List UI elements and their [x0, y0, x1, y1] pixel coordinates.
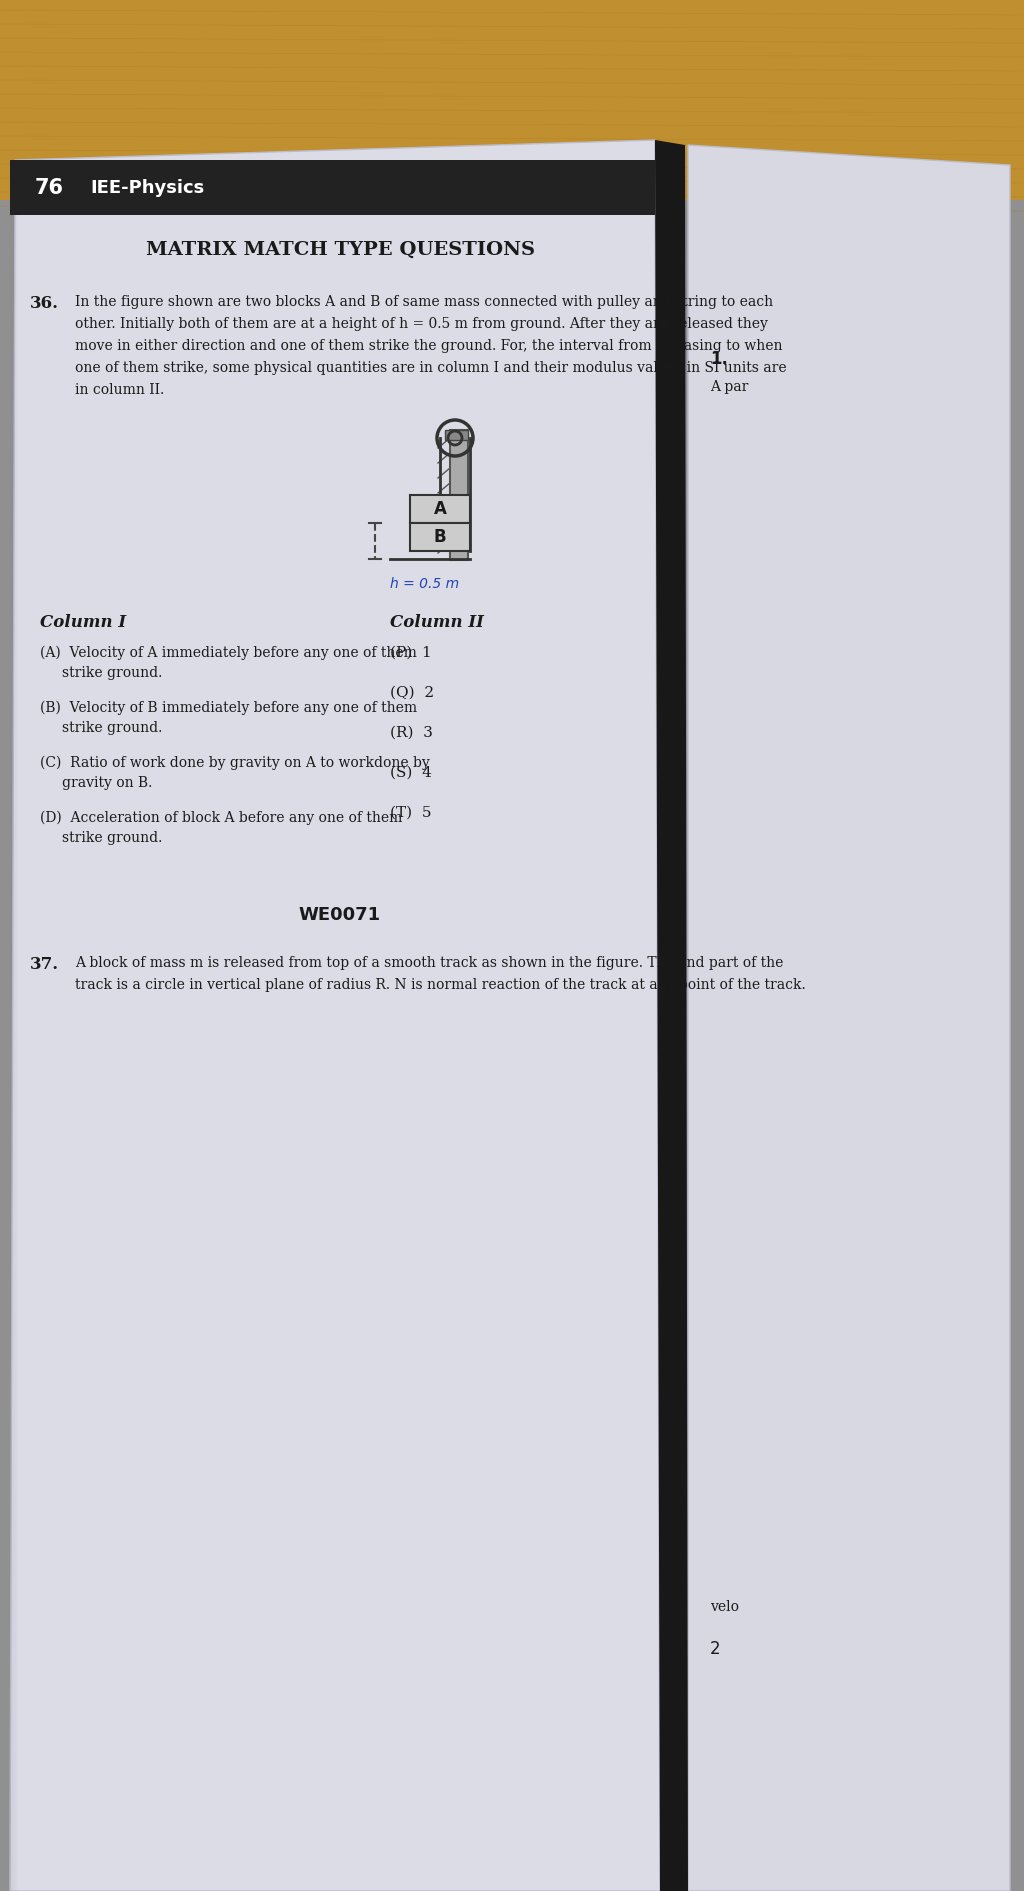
- Text: 37.: 37.: [30, 957, 59, 974]
- Text: 76: 76: [35, 178, 63, 199]
- Text: A: A: [433, 499, 446, 518]
- Text: h = 0.5 m: h = 0.5 m: [390, 577, 459, 592]
- Text: (P)  1: (P) 1: [390, 647, 432, 660]
- Text: (T)  5: (T) 5: [390, 806, 431, 821]
- Polygon shape: [0, 0, 1024, 499]
- Text: A par: A par: [710, 380, 749, 393]
- Text: (Q)  2: (Q) 2: [390, 686, 434, 700]
- Text: Column I: Column I: [40, 615, 126, 632]
- Text: In the figure shown are two blocks A and B of same mass connected with pulley an: In the figure shown are two blocks A and…: [75, 295, 773, 308]
- Polygon shape: [10, 140, 660, 1891]
- Text: in column II.: in column II.: [75, 384, 164, 397]
- Bar: [445, 429, 468, 441]
- Bar: [10, 161, 655, 216]
- Polygon shape: [655, 140, 688, 1891]
- Text: track is a circle in vertical plane of radius R. N is normal reaction of the tra: track is a circle in vertical plane of r…: [75, 978, 806, 993]
- Text: velo: velo: [710, 1600, 739, 1615]
- Bar: [0, 200, 1024, 1891]
- Text: strike ground.: strike ground.: [62, 830, 163, 845]
- Text: Column II: Column II: [390, 615, 484, 632]
- Text: strike ground.: strike ground.: [62, 666, 163, 681]
- Text: 2: 2: [710, 1639, 721, 1658]
- Text: (R)  3: (R) 3: [390, 726, 433, 739]
- Bar: [0, 0, 1024, 219]
- Polygon shape: [400, 0, 1024, 499]
- Text: (B)  Velocity of B immediately before any one of them: (B) Velocity of B immediately before any…: [40, 702, 417, 715]
- Text: move in either direction and one of them strike the ground. For, the interval fr: move in either direction and one of them…: [75, 338, 782, 354]
- Text: (S)  4: (S) 4: [390, 766, 432, 779]
- Text: (D)  Acceleration of block A before any one of them: (D) Acceleration of block A before any o…: [40, 811, 402, 824]
- Text: strike ground.: strike ground.: [62, 720, 163, 736]
- Text: (C)  Ratio of work done by gravity on A to workdone by: (C) Ratio of work done by gravity on A t…: [40, 756, 430, 770]
- Text: IEE-Physics: IEE-Physics: [90, 180, 204, 197]
- Text: 36.: 36.: [30, 295, 59, 312]
- Text: (A)  Velocity of A immediately before any one of them: (A) Velocity of A immediately before any…: [40, 647, 417, 660]
- Bar: [410, 524, 470, 550]
- Bar: [450, 429, 468, 560]
- Text: one of them strike, some physical quantities are in column I and their modulus v: one of them strike, some physical quanti…: [75, 361, 786, 374]
- Text: WE0071: WE0071: [299, 906, 381, 925]
- Bar: [410, 495, 470, 524]
- Text: gravity on B.: gravity on B.: [62, 775, 153, 790]
- Text: MATRIX MATCH TYPE QUESTIONS: MATRIX MATCH TYPE QUESTIONS: [145, 240, 535, 259]
- Polygon shape: [688, 146, 1010, 1891]
- Text: B: B: [434, 528, 446, 546]
- Text: other. Initially both of them are at a height of h = 0.5 m from ground. After th: other. Initially both of them are at a h…: [75, 318, 768, 331]
- Text: A block of mass m is released from top of a smooth track as shown in the figure.: A block of mass m is released from top o…: [75, 957, 783, 970]
- Text: 1.: 1.: [710, 350, 728, 369]
